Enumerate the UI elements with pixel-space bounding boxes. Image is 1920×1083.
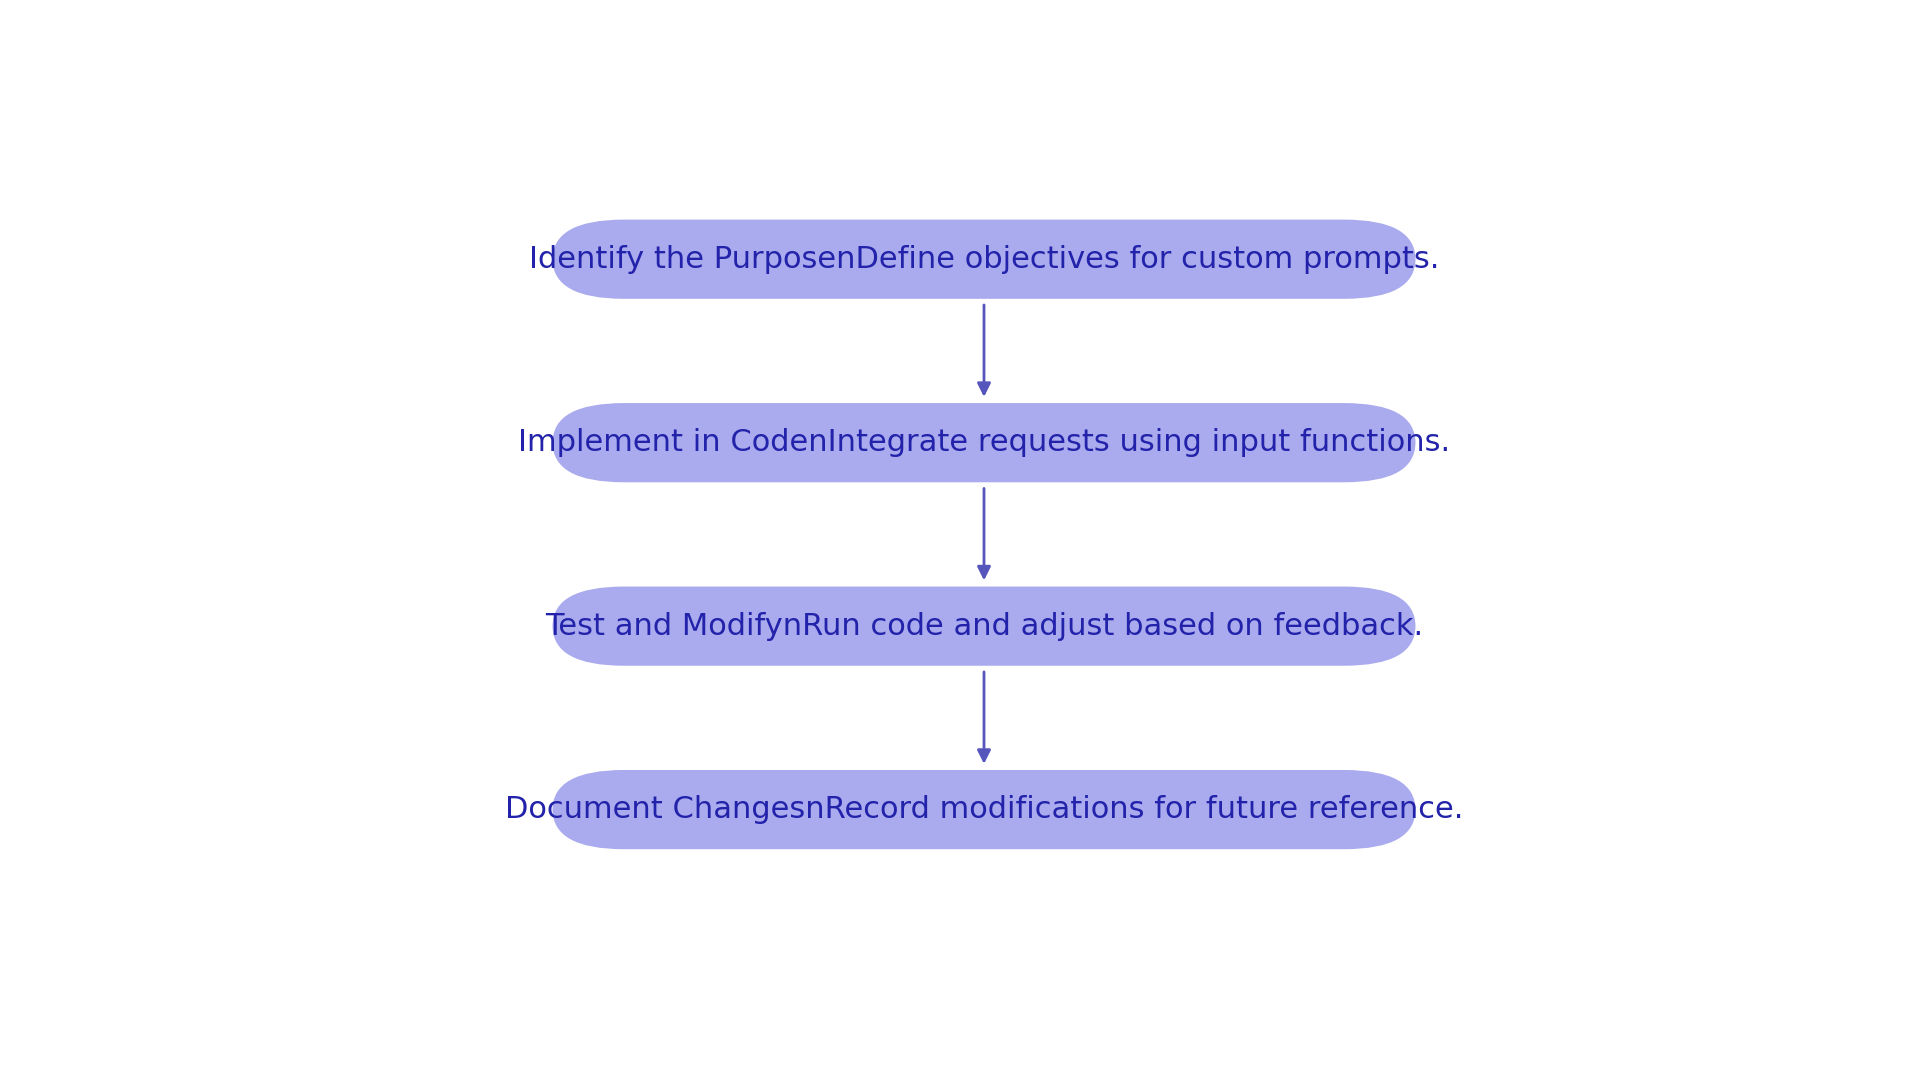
FancyBboxPatch shape (553, 587, 1415, 666)
Text: Test and ModifynRun code and adjust based on feedback.: Test and ModifynRun code and adjust base… (545, 612, 1423, 641)
Text: Document ChangesnRecord modifications for future reference.: Document ChangesnRecord modifications fo… (505, 795, 1463, 824)
FancyBboxPatch shape (553, 403, 1415, 482)
FancyBboxPatch shape (553, 220, 1415, 299)
FancyBboxPatch shape (553, 770, 1415, 849)
Text: Identify the PurposenDefine objectives for custom prompts.: Identify the PurposenDefine objectives f… (528, 245, 1440, 274)
Text: Implement in CodenIntegrate requests using input functions.: Implement in CodenIntegrate requests usi… (518, 428, 1450, 457)
